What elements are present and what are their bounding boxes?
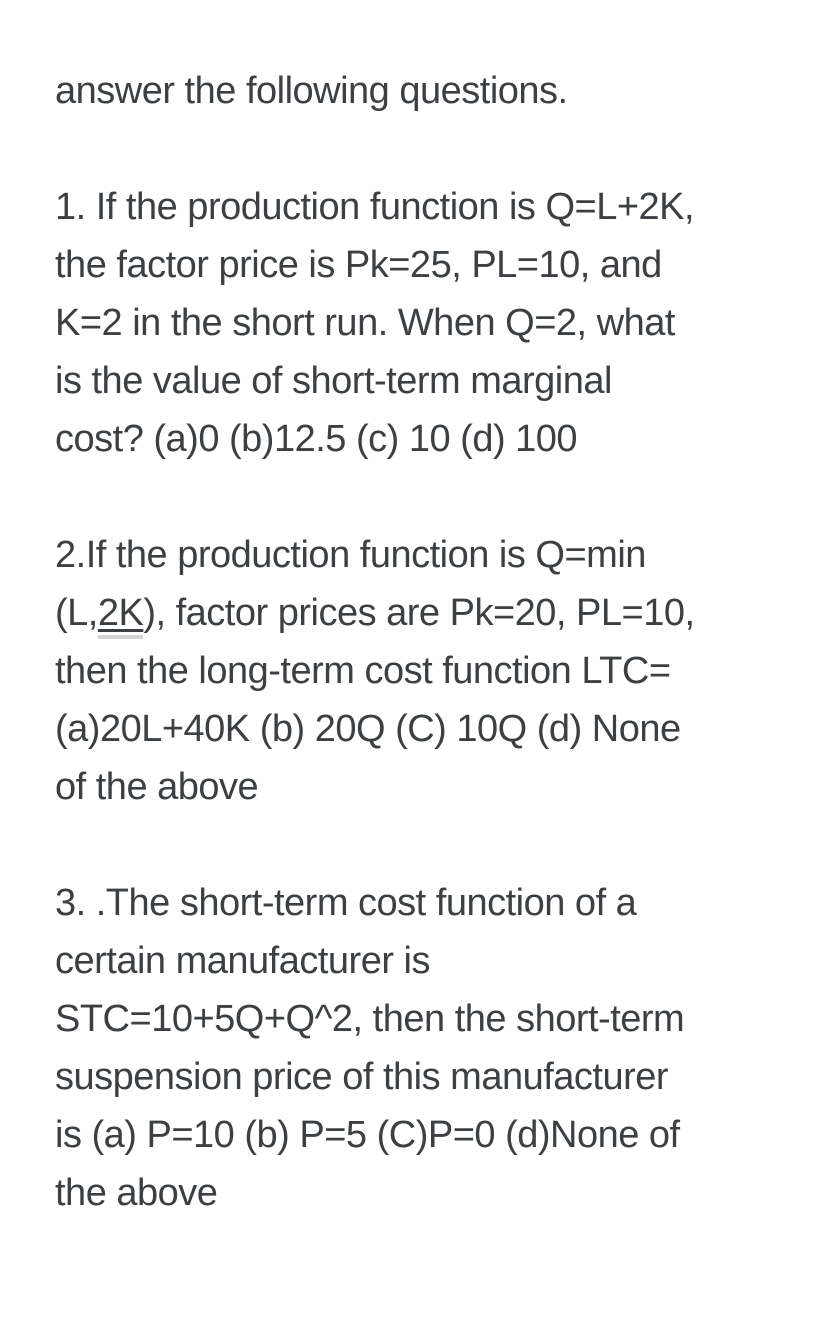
- text-segment: suspension price of this manufacturer: [55, 1056, 669, 1098]
- document-body: answer the following questions. 1. If the…: [55, 62, 790, 1222]
- text-segment: is the value of short-term marginal: [55, 360, 612, 402]
- text-line: 1. If the production function is Q=L+2K,: [55, 178, 790, 236]
- text-line: answer the following questions.: [55, 62, 790, 120]
- text-line: is the value of short-term marginal: [55, 352, 790, 410]
- text-segment: certain manufacturer is: [55, 940, 431, 982]
- text-segment: the factor price is Pk=25, PL=10, and: [55, 244, 662, 286]
- text-line: is (a) P=10 (b) P=5 (C)P=0 (d)None of: [55, 1106, 790, 1164]
- text-segment: (L,: [55, 592, 98, 634]
- underlined-text: 2K: [97, 592, 144, 639]
- text-line: cost? (a)0 (b)12.5 (c) 10 (d) 100: [55, 410, 790, 468]
- text-line: 3. .The short-term cost function of a: [55, 874, 790, 932]
- text-line: the above: [55, 1164, 790, 1222]
- text-segment: STC=10+5Q+Q^2, then the short-term: [55, 998, 685, 1040]
- text-line: then the long-term cost function LTC=: [55, 642, 790, 700]
- text-segment: 3. .The short-term cost function of a: [55, 882, 637, 924]
- text-line: (a)20L+40K (b) 20Q (C) 10Q (d) None: [55, 700, 790, 758]
- text-line: (L,2K), factor prices are Pk=20, PL=10,: [55, 584, 790, 642]
- text-segment: is (a) P=10 (b) P=5 (C)P=0 (d)None of: [55, 1114, 680, 1156]
- question-1: 1. If the production function is Q=L+2K,…: [55, 178, 790, 468]
- text-segment: 1. If the production function is Q=L+2K,: [55, 186, 695, 228]
- text-line: the factor price is Pk=25, PL=10, and: [55, 236, 790, 294]
- text-line: 2.If the production function is Q=min: [55, 526, 790, 584]
- text-segment: ), factor prices are Pk=20, PL=10,: [143, 592, 695, 634]
- text-segment: answer the following questions.: [55, 70, 568, 112]
- intro-paragraph: answer the following questions.: [55, 62, 790, 120]
- question-2: 2.If the production function is Q=min (L,…: [55, 526, 790, 816]
- text-segment: (a)20L+40K (b) 20Q (C) 10Q (d) None: [55, 708, 681, 750]
- text-segment: K=2 in the short run. When Q=2, what: [55, 302, 675, 344]
- text-line: certain manufacturer is: [55, 932, 790, 990]
- text-segment: 2.If the production function is Q=min: [55, 534, 646, 576]
- text-segment: of the above: [55, 766, 259, 808]
- text-line: suspension price of this manufacturer: [55, 1048, 790, 1106]
- text-segment: cost? (a)0 (b)12.5 (c) 10 (d) 100: [55, 418, 578, 460]
- text-segment: then the long-term cost function LTC=: [55, 650, 671, 692]
- question-3: 3. .The short-term cost function of a cer…: [55, 874, 790, 1222]
- text-segment: the above: [55, 1172, 218, 1214]
- text-line: of the above: [55, 758, 790, 816]
- text-line: K=2 in the short run. When Q=2, what: [55, 294, 790, 352]
- text-line: STC=10+5Q+Q^2, then the short-term: [55, 990, 790, 1048]
